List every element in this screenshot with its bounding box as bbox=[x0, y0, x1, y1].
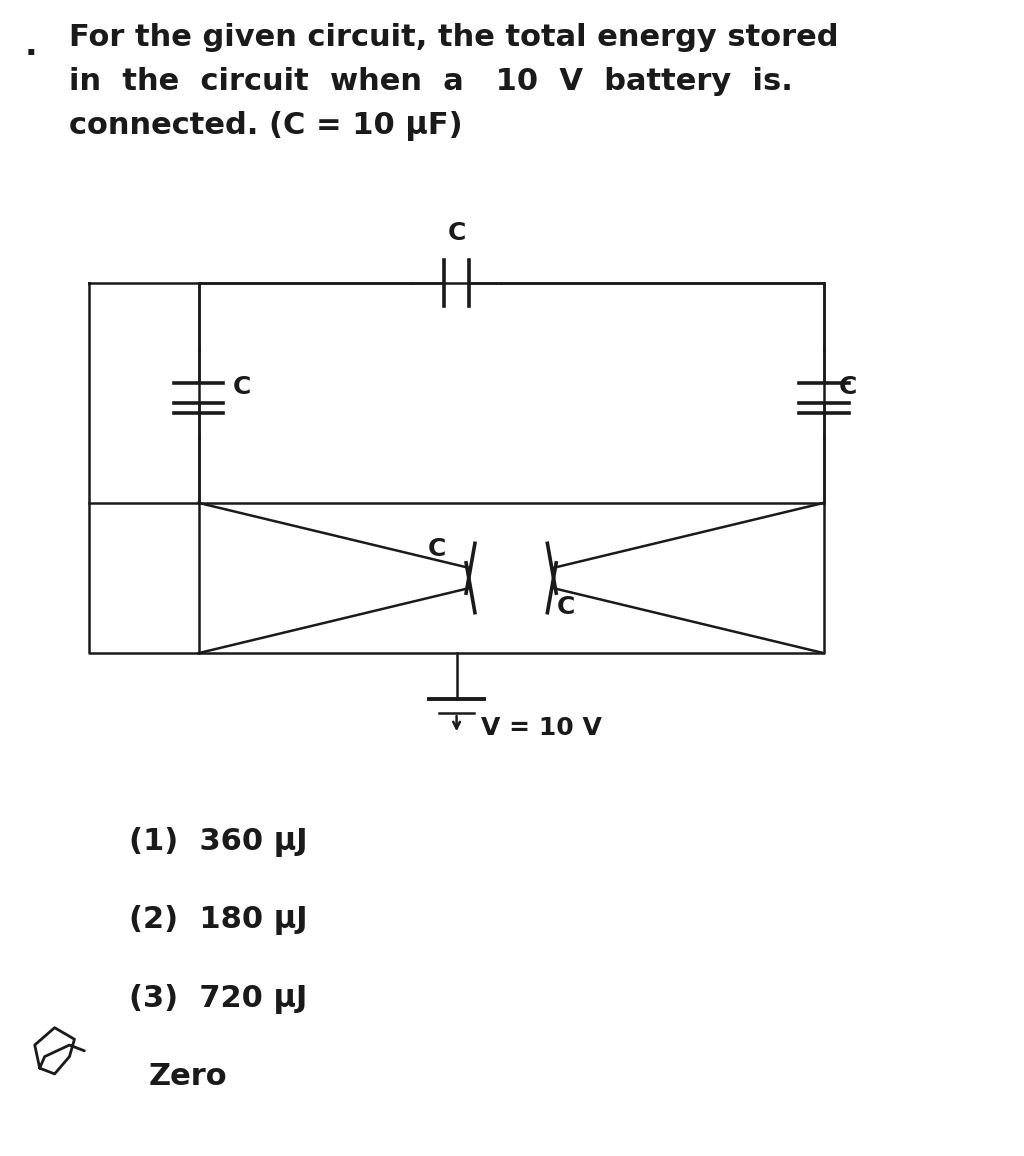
Text: V = 10 V: V = 10 V bbox=[481, 717, 602, 740]
Text: in  the  circuit  when  a   10  V  battery  is.: in the circuit when a 10 V battery is. bbox=[70, 67, 794, 96]
Text: For the given circuit, the total energy stored: For the given circuit, the total energy … bbox=[70, 23, 839, 52]
Text: Zero: Zero bbox=[148, 1062, 227, 1091]
Text: C: C bbox=[447, 221, 466, 245]
Text: C: C bbox=[428, 538, 445, 561]
Text: (1)  360 μJ: (1) 360 μJ bbox=[129, 827, 307, 857]
Text: connected. (C = 10 μF): connected. (C = 10 μF) bbox=[70, 111, 463, 141]
Text: (3)  720 μJ: (3) 720 μJ bbox=[129, 984, 307, 1014]
Text: C: C bbox=[233, 376, 252, 399]
Text: C: C bbox=[839, 376, 857, 399]
Text: (2)  180 μJ: (2) 180 μJ bbox=[129, 905, 307, 935]
Text: C: C bbox=[557, 595, 574, 618]
Text: .: . bbox=[25, 29, 38, 62]
